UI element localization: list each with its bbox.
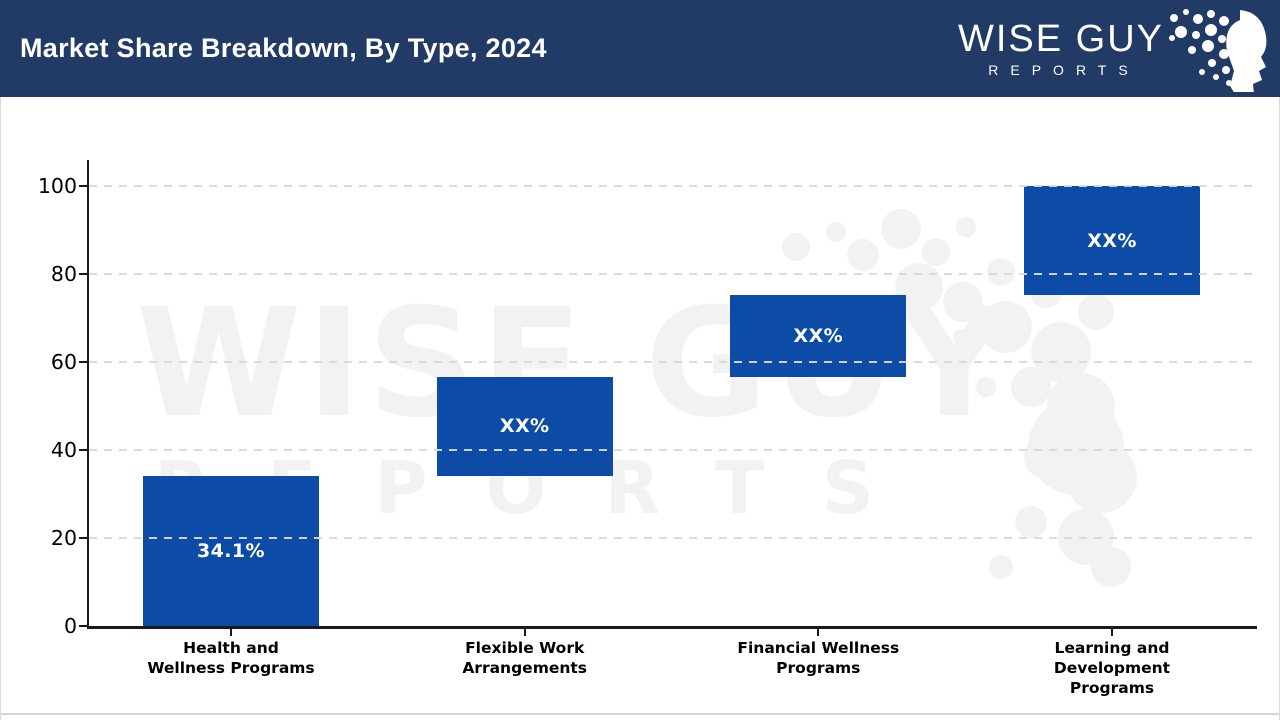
y-tick-label: 40 bbox=[50, 438, 77, 462]
x-tick-mark bbox=[523, 629, 526, 636]
y-tick-mark bbox=[79, 625, 89, 627]
bar-value-label: XX% bbox=[1087, 229, 1137, 252]
brand-logo: WISE GUY REPORTS bbox=[958, 6, 1270, 92]
bar-value-label: 34.1% bbox=[197, 539, 265, 562]
logo-wordmark: WISE GUY REPORTS bbox=[958, 19, 1164, 78]
category-label-line: Programs bbox=[776, 659, 861, 677]
figure-border-bottom bbox=[1, 713, 1280, 715]
y-tick-label: 80 bbox=[50, 262, 77, 286]
bar: XX% bbox=[436, 376, 613, 476]
category-label-line: Learning and bbox=[1054, 639, 1170, 657]
x-tick-mark bbox=[230, 629, 232, 636]
category-label-line: Arrangements bbox=[462, 659, 588, 677]
y-tick-mark bbox=[79, 185, 89, 187]
y-tick-mark bbox=[79, 537, 89, 539]
y-tick-label: 100 bbox=[37, 174, 77, 198]
category-label-line: Wellness Programs bbox=[147, 659, 315, 677]
gridline bbox=[89, 537, 1257, 539]
logo-text-top: WISE GUY bbox=[957, 18, 1164, 60]
category-label-line: Flexible Work bbox=[465, 639, 585, 657]
bar-value-label: XX% bbox=[793, 325, 844, 348]
gridline bbox=[89, 273, 1257, 275]
x-tick-mark bbox=[1111, 629, 1113, 636]
category-label-line: Health and bbox=[183, 639, 279, 657]
bar-value-label: XX% bbox=[499, 415, 550, 438]
category-label-line: Programs bbox=[1069, 679, 1155, 697]
bar: 34.1% bbox=[143, 475, 319, 626]
category-label: Flexible Work Arrangements bbox=[407, 638, 643, 678]
y-tick-label: 60 bbox=[50, 350, 77, 374]
y-tick-label: 20 bbox=[50, 526, 77, 550]
logo-face-icon bbox=[1169, 8, 1267, 92]
y-tick-mark bbox=[79, 361, 89, 363]
x-axis-line bbox=[87, 626, 1257, 629]
y-tick-label: 0 bbox=[63, 614, 77, 638]
category-label: Financial Wellness Programs bbox=[700, 638, 936, 678]
y-tick-mark bbox=[79, 449, 89, 451]
gridline bbox=[89, 449, 1257, 451]
header: Market Share Breakdown, By Type, 2024 WI… bbox=[0, 0, 1280, 97]
chart-canvas: WISE GUY REPORTS 0 20 40 60 80 100 34.1% XX% XX%… bbox=[0, 97, 1280, 720]
gridline bbox=[89, 185, 1257, 187]
y-tick-mark bbox=[79, 273, 89, 275]
bar: XX% bbox=[730, 295, 907, 377]
y-axis-line bbox=[87, 160, 89, 629]
plot-area: 0 20 40 60 80 100 34.1% XX% XX% XX% Health and Well… bbox=[1, 97, 1279, 720]
page-title: Market Share Breakdown, By Type, 2024 bbox=[20, 33, 547, 63]
category-label-line: Development bbox=[1053, 659, 1171, 677]
gridline bbox=[89, 361, 1257, 363]
category-label: Health and Wellness Programs bbox=[113, 638, 349, 678]
x-tick-mark bbox=[817, 629, 820, 636]
logo-text-bottom: REPORTS bbox=[988, 62, 1140, 78]
bar: XX% bbox=[1024, 186, 1200, 296]
category-label: Learning and Development Programs bbox=[994, 638, 1230, 698]
category-label-line: Financial Wellness bbox=[737, 639, 900, 657]
